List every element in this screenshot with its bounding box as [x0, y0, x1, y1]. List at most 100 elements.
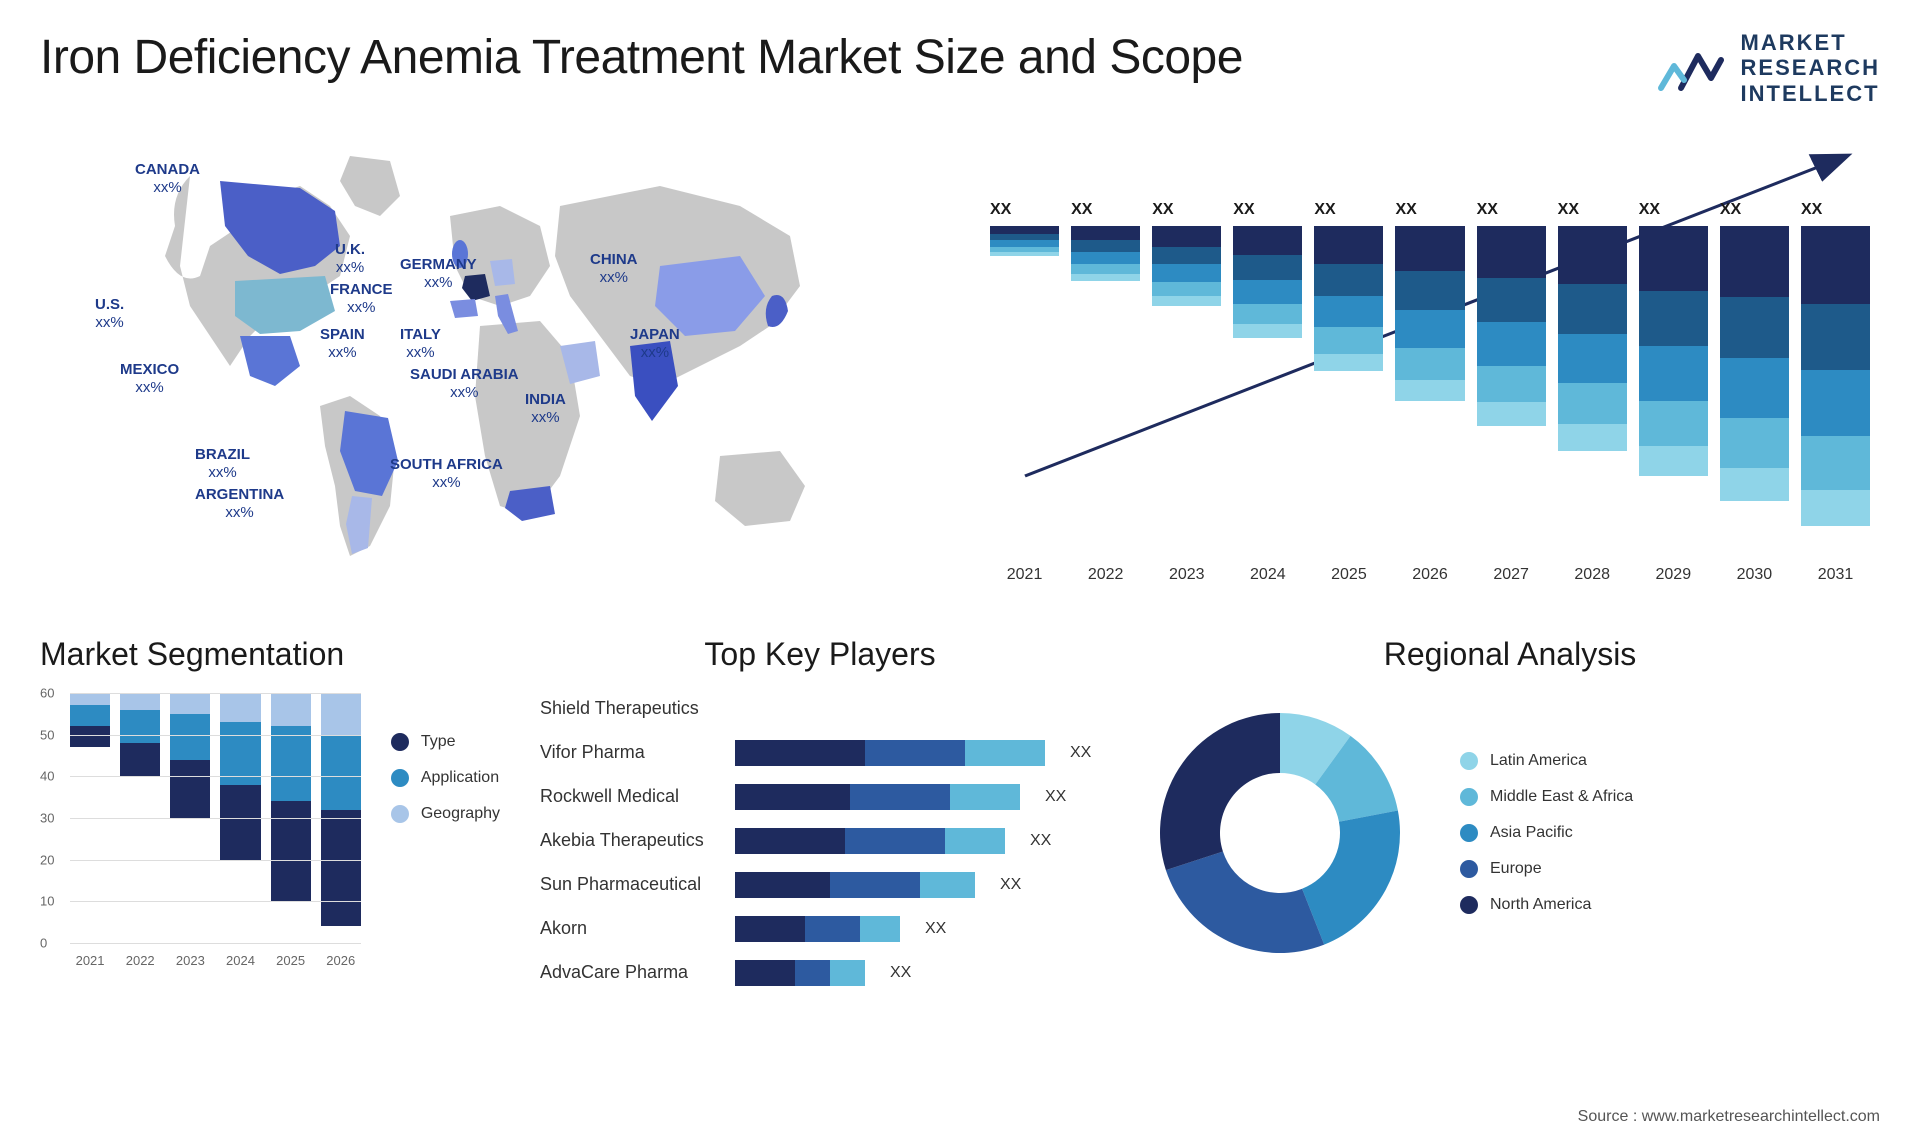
- legend-dot: [1460, 752, 1478, 770]
- seg-bar-segment: [220, 693, 260, 722]
- legend-label: Type: [421, 733, 456, 751]
- legend-dot: [391, 805, 409, 823]
- regional-body: Latin America Middle East & Africa Asia Pa…: [1140, 693, 1880, 973]
- legend-label: Latin America: [1490, 752, 1587, 770]
- bar-segment: [1233, 304, 1302, 324]
- bar-value-label: XX: [1801, 201, 1822, 219]
- seg-bar-segment: [70, 726, 110, 747]
- bar-column: XX2030: [1720, 226, 1789, 556]
- legend-label: Middle East & Africa: [1490, 788, 1633, 806]
- legend-item: Europe: [1460, 860, 1633, 878]
- bar-segment: [1395, 380, 1464, 401]
- bar-segment: [1395, 348, 1464, 380]
- player-value: XX: [1000, 876, 1021, 894]
- map-label: JAPANxx%: [630, 326, 680, 362]
- legend-item: Type: [391, 733, 500, 751]
- bar-segment: [1477, 366, 1546, 402]
- bar-segment: [1071, 264, 1140, 274]
- bar-segment: [1639, 401, 1708, 446]
- bar-segment: [1233, 226, 1302, 255]
- bar-segment: [1152, 264, 1221, 282]
- bar-year-label: 2029: [1656, 566, 1692, 584]
- map-label: U.S.xx%: [95, 296, 124, 332]
- bar-segment: [1801, 226, 1870, 304]
- header: Iron Deficiency Anemia Treatment Market …: [40, 30, 1880, 106]
- bar-segment: [1152, 282, 1221, 296]
- segmentation-panel: Market Segmentation 20212022202320242025…: [40, 636, 500, 989]
- bar-segment: [1152, 226, 1221, 247]
- player-row: AkornXX: [540, 913, 1100, 945]
- bar-value-label: XX: [1152, 201, 1173, 219]
- legend-label: Geography: [421, 805, 500, 823]
- players-panel: Top Key Players Shield TherapeuticsVifor…: [540, 636, 1100, 989]
- legend-dot: [1460, 896, 1478, 914]
- bar-segment: [1639, 226, 1708, 291]
- bar-segment: [1801, 370, 1870, 436]
- bar-segment: [1395, 271, 1464, 310]
- legend-item: North America: [1460, 896, 1633, 914]
- bar-year-label: 2024: [1250, 566, 1286, 584]
- legend-dot: [1460, 788, 1478, 806]
- bar-segment: [1314, 296, 1383, 328]
- bar-segment: [1477, 322, 1546, 366]
- bar-year-label: 2028: [1574, 566, 1610, 584]
- legend-label: Asia Pacific: [1490, 824, 1573, 842]
- bar-column: XX2031: [1801, 226, 1870, 556]
- legend-label: Europe: [1490, 860, 1542, 878]
- player-row: Rockwell MedicalXX: [540, 781, 1100, 813]
- bar-column: XX2026: [1395, 226, 1464, 556]
- player-name: Sun Pharmaceutical: [540, 874, 720, 895]
- legend-label: North America: [1490, 896, 1591, 914]
- bar-column: XX2023: [1152, 226, 1221, 556]
- bar-segment: [990, 252, 1059, 256]
- player-bar-segment: [735, 784, 850, 810]
- player-bar-segment: [965, 740, 1045, 766]
- seg-year-label: 2023: [176, 953, 205, 968]
- seg-bar-segment: [120, 693, 160, 710]
- seg-bar-segment: [271, 726, 311, 801]
- map-label: FRANCExx%: [330, 281, 393, 317]
- seg-bar-segment: [70, 693, 110, 706]
- regional-legend: Latin America Middle East & Africa Asia Pa…: [1460, 752, 1633, 914]
- map-label: MEXICOxx%: [120, 361, 179, 397]
- bar-column: XX2024: [1233, 226, 1302, 556]
- seg-bar-segment: [70, 705, 110, 726]
- player-bar-segment: [845, 828, 945, 854]
- bar-column: XX2022: [1071, 226, 1140, 556]
- map-label: ITALYxx%: [400, 326, 441, 362]
- map-label: BRAZILxx%: [195, 446, 250, 482]
- bar-column: XX2027: [1477, 226, 1546, 556]
- bar-segment: [1558, 383, 1627, 424]
- bar-segment: [1477, 226, 1546, 278]
- bar-segment: [1801, 490, 1870, 526]
- bar-segment: [1801, 436, 1870, 490]
- player-value: XX: [925, 920, 946, 938]
- player-row: Akebia TherapeuticsXX: [540, 825, 1100, 857]
- bar-segment: [1558, 284, 1627, 334]
- market-size-chart: XX2021XX2022XX2023XX2024XX2025XX2026XX20…: [980, 136, 1880, 586]
- player-bar-segment: [945, 828, 1005, 854]
- player-name: Akebia Therapeutics: [540, 830, 720, 851]
- bar-value-label: XX: [990, 201, 1011, 219]
- logo: MARKET RESEARCH INTELLECT: [1656, 30, 1880, 106]
- player-bar: [735, 916, 900, 942]
- seg-ytick: 50: [40, 727, 54, 742]
- player-bar: [735, 960, 865, 986]
- player-value: XX: [890, 964, 911, 982]
- player-name: Shield Therapeutics: [540, 698, 720, 719]
- bar-segment: [1395, 226, 1464, 272]
- bar-segment: [1720, 418, 1789, 468]
- bar-segment: [1152, 247, 1221, 265]
- seg-year-label: 2024: [226, 953, 255, 968]
- segmentation-legend: TypeApplicationGeography: [391, 693, 500, 973]
- segmentation-chart: 202120222023202420252026 0102030405060 T…: [40, 693, 500, 973]
- legend-item: Geography: [391, 805, 500, 823]
- bar-segment: [990, 226, 1059, 234]
- player-name: Rockwell Medical: [540, 786, 720, 807]
- seg-bar-segment: [170, 714, 210, 760]
- bar-column: XX2029: [1639, 226, 1708, 556]
- map-label: CHINAxx%: [590, 251, 638, 287]
- bar-value-label: XX: [1720, 201, 1741, 219]
- player-bar-segment: [735, 828, 845, 854]
- bar-value-label: XX: [1395, 201, 1416, 219]
